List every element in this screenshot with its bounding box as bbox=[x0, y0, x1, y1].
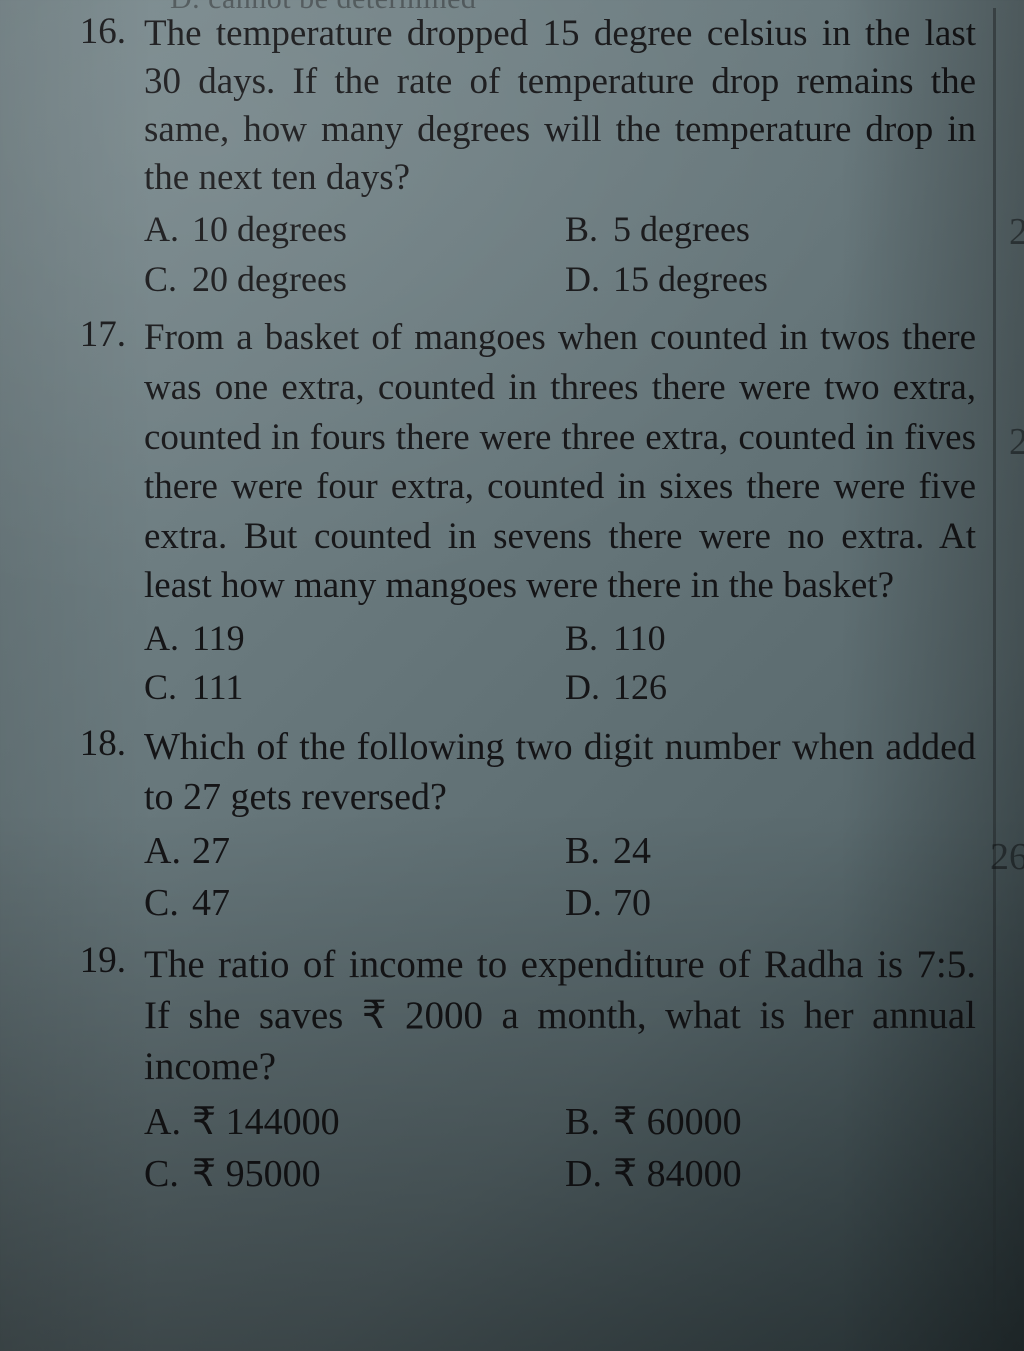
question-stem: From a basket of mangoes when counted in… bbox=[144, 313, 976, 610]
page-content: 16. The temperature dropped 15 degree ce… bbox=[48, 0, 976, 1351]
option-letter: A. bbox=[144, 1097, 192, 1147]
option-letter: A. bbox=[144, 206, 192, 254]
question-number: 17. bbox=[48, 313, 144, 356]
option-text: 70 bbox=[613, 882, 651, 924]
option-b: B.110 bbox=[565, 615, 976, 663]
option-c: C.47 bbox=[144, 878, 555, 928]
option-c: C.111 bbox=[144, 664, 555, 712]
question-number: 16. bbox=[48, 10, 144, 53]
option-text: 5 degrees bbox=[613, 209, 750, 249]
question-body: The ratio of income to expenditure of Ra… bbox=[144, 939, 976, 1200]
option-text: ₹ 84000 bbox=[613, 1153, 742, 1195]
option-letter: B. bbox=[565, 826, 613, 876]
option-text: 111 bbox=[192, 667, 243, 707]
question-options: A.₹ 144000 B.₹ 60000 C.₹ 95000 D.₹ 84000 bbox=[144, 1097, 976, 1199]
option-d: D.70 bbox=[565, 878, 976, 928]
option-letter: C. bbox=[144, 256, 192, 304]
option-a: A.10 degrees bbox=[144, 206, 555, 254]
option-c: C.₹ 95000 bbox=[144, 1149, 555, 1199]
option-text: 15 degrees bbox=[613, 259, 768, 299]
option-text: ₹ 144000 bbox=[192, 1101, 340, 1143]
edge-fragment-a: 2 bbox=[1009, 210, 1024, 254]
option-letter: C. bbox=[144, 664, 192, 712]
question-16: 16. The temperature dropped 15 degree ce… bbox=[48, 10, 976, 303]
option-b: B.24 bbox=[565, 826, 976, 876]
option-c: C.20 degrees bbox=[144, 256, 555, 304]
question-number: 18. bbox=[48, 722, 144, 765]
option-letter: A. bbox=[144, 615, 192, 663]
option-d: D.15 degrees bbox=[565, 256, 976, 304]
question-body: From a basket of mangoes when counted in… bbox=[144, 313, 976, 712]
option-text: 119 bbox=[192, 618, 245, 658]
option-letter: D. bbox=[565, 878, 613, 928]
option-letter: B. bbox=[565, 615, 613, 663]
option-letter: D. bbox=[565, 256, 613, 304]
question-stem: Which of the following two digit number … bbox=[144, 722, 976, 822]
option-text: 24 bbox=[613, 830, 651, 872]
question-body: The temperature dropped 15 degree celsiu… bbox=[144, 10, 976, 303]
question-options: A.119 B.110 C.111 D.126 bbox=[144, 615, 976, 712]
option-text: 10 degrees bbox=[192, 209, 347, 249]
option-b: B.₹ 60000 bbox=[565, 1097, 976, 1147]
option-a: A.27 bbox=[144, 826, 555, 876]
option-letter: C. bbox=[144, 878, 192, 928]
question-options: A.27 B.24 C.47 D.70 bbox=[144, 826, 976, 928]
option-letter: D. bbox=[565, 1149, 613, 1199]
option-text: 27 bbox=[192, 830, 230, 872]
question-number: 19. bbox=[48, 939, 144, 982]
question-stem: The temperature dropped 15 degree celsiu… bbox=[144, 10, 976, 202]
question-options: A.10 degrees B.5 degrees C.20 degrees D.… bbox=[144, 206, 976, 303]
option-text: 126 bbox=[613, 667, 667, 707]
option-text: ₹ 60000 bbox=[613, 1101, 742, 1143]
edge-fragment-b: 2 bbox=[1009, 420, 1024, 464]
option-letter: D. bbox=[565, 664, 613, 712]
edge-fragment-c: 26 bbox=[990, 835, 1024, 879]
option-a: A.₹ 144000 bbox=[144, 1097, 555, 1147]
option-letter: B. bbox=[565, 206, 613, 254]
option-letter: A. bbox=[144, 826, 192, 876]
option-a: A.119 bbox=[144, 615, 555, 663]
question-17: 17. From a basket of mangoes when counte… bbox=[48, 313, 976, 712]
question-body: Which of the following two digit number … bbox=[144, 722, 976, 929]
option-text: 110 bbox=[613, 618, 666, 658]
option-text: 20 degrees bbox=[192, 259, 347, 299]
option-b: B.5 degrees bbox=[565, 206, 976, 254]
option-d: D.₹ 84000 bbox=[565, 1149, 976, 1199]
column-divider bbox=[993, 8, 996, 1338]
option-letter: B. bbox=[565, 1097, 613, 1147]
question-18: 18. Which of the following two digit num… bbox=[48, 722, 976, 929]
option-text: ₹ 95000 bbox=[192, 1153, 321, 1195]
option-d: D.126 bbox=[565, 664, 976, 712]
option-letter: C. bbox=[144, 1149, 192, 1199]
question-stem: The ratio of income to expenditure of Ra… bbox=[144, 939, 976, 1093]
option-text: 47 bbox=[192, 882, 230, 924]
question-19: 19. The ratio of income to expenditure o… bbox=[48, 939, 976, 1200]
